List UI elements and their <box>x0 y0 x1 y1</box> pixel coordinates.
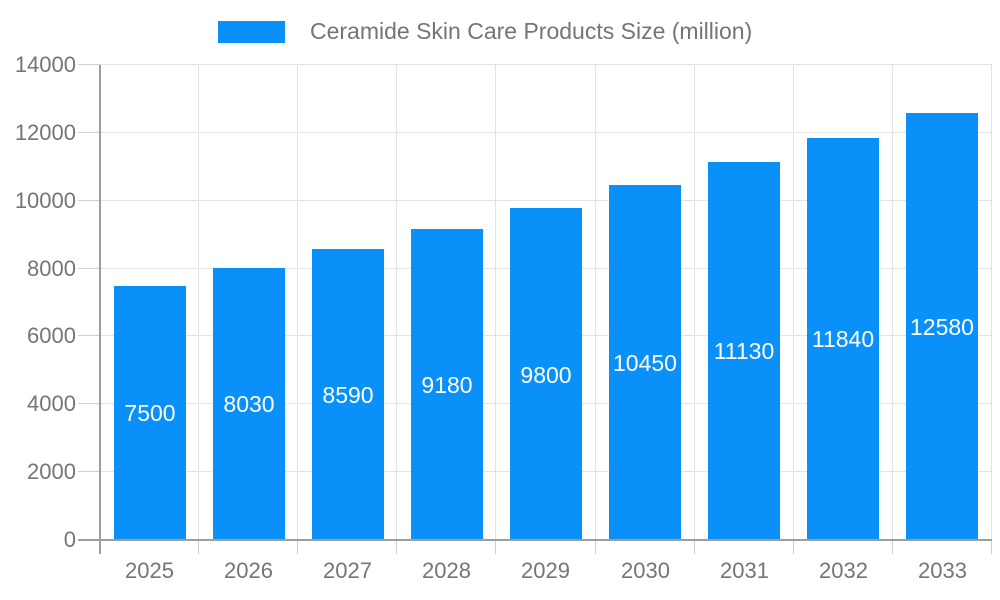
x-tick-label-2027: 2027 <box>323 558 372 583</box>
y-tick-mark <box>78 403 100 404</box>
legend-label[interactable]: Ceramide Skin Care Products Size (millio… <box>310 18 753 44</box>
y-tick-mark <box>78 471 100 472</box>
x-tick-mark <box>495 540 496 554</box>
y-tick-label: 6000 <box>27 323 76 348</box>
x-gridline <box>198 65 199 540</box>
bar-2030[interactable]: 10450 <box>609 185 681 540</box>
bar-value-label: 11130 <box>713 338 775 364</box>
y-tick-label: 4000 <box>27 391 76 416</box>
y-tick-mark <box>78 132 100 133</box>
x-axis-line <box>78 539 992 541</box>
x-tick-mark <box>991 540 992 554</box>
x-tick-mark <box>396 540 397 554</box>
y-tick-label: 0 <box>63 527 76 552</box>
bar-2027[interactable]: 8590 <box>312 249 384 540</box>
x-tick-label-2028: 2028 <box>422 558 471 583</box>
x-tick-mark <box>892 540 893 554</box>
x-tick-mark <box>694 540 695 554</box>
bar-value-label: 9180 <box>421 371 473 398</box>
y-gridline <box>100 200 992 201</box>
x-tick-mark <box>595 540 596 554</box>
bar-2033[interactable]: 12580 <box>906 113 978 540</box>
y-tick-label: 2000 <box>27 459 76 484</box>
x-gridline <box>694 65 695 540</box>
bar-value-label: 10450 <box>613 349 677 376</box>
bar-value-label: 7500 <box>124 400 176 426</box>
x-gridline <box>297 65 298 540</box>
bar-value-label: 11840 <box>811 326 875 352</box>
x-tick-mark <box>198 540 199 554</box>
x-gridline <box>396 65 397 540</box>
y-tick-label: 10000 <box>14 188 76 213</box>
x-gridline <box>495 65 496 540</box>
bar-2028[interactable]: 9180 <box>411 229 483 540</box>
bar-2025[interactable]: 7500 <box>114 286 186 540</box>
x-gridline <box>892 65 893 540</box>
x-tick-label-2031: 2031 <box>720 558 769 583</box>
y-tick-label: 14000 <box>14 52 76 77</box>
bar-2026[interactable]: 8030 <box>213 268 285 540</box>
x-tick-label-2025: 2025 <box>125 558 174 583</box>
bar-2032[interactable]: 11840 <box>807 138 879 540</box>
x-gridline <box>793 65 794 540</box>
y-tick-mark <box>78 335 100 336</box>
y-tick-mark <box>78 200 100 201</box>
y-tick-label: 8000 <box>27 256 76 281</box>
y-axis-line <box>99 65 101 554</box>
bar-value-label: 8030 <box>223 391 275 417</box>
bar-value-label: 9800 <box>520 361 572 388</box>
bar-2029[interactable]: 9800 <box>510 208 582 541</box>
bar-value-label: 12580 <box>910 313 974 340</box>
x-tick-label-2026: 2026 <box>224 558 273 583</box>
y-tick-label: 12000 <box>14 120 76 145</box>
x-tick-label-2032: 2032 <box>819 558 868 583</box>
x-tick-mark <box>793 540 794 554</box>
bar-value-label: 8590 <box>322 381 374 408</box>
legend-swatch[interactable] <box>218 21 285 43</box>
y-gridline <box>100 64 992 65</box>
x-tick-mark <box>297 540 298 554</box>
x-gridline <box>595 65 596 540</box>
y-tick-mark <box>78 64 100 65</box>
x-gridline <box>991 65 992 540</box>
y-gridline <box>100 132 992 133</box>
x-tick-label-2033: 2033 <box>918 558 967 583</box>
y-tick-mark <box>78 268 100 269</box>
x-tick-label-2029: 2029 <box>521 558 570 583</box>
x-tick-label-2030: 2030 <box>621 558 670 583</box>
bar-2031[interactable]: 11130 <box>708 162 780 540</box>
